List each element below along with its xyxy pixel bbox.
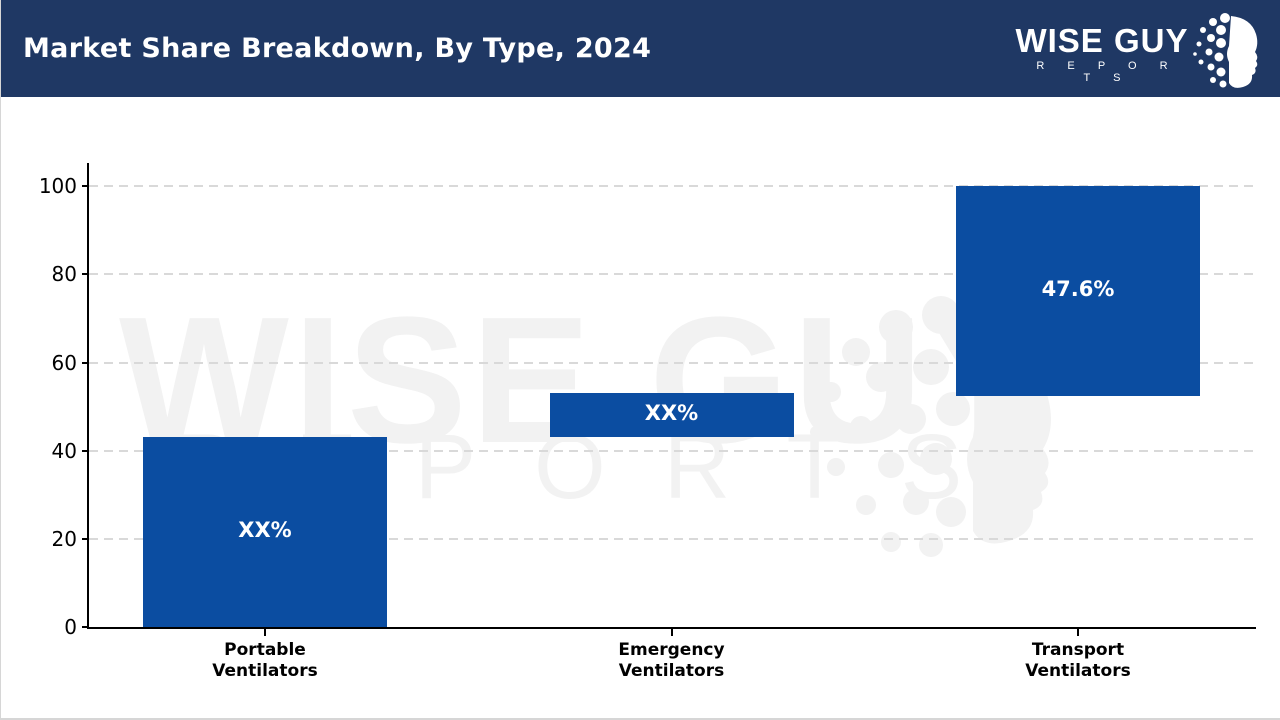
x-tick-mark-transport-ventilators (1077, 629, 1079, 636)
gridline-40 (89, 449, 1256, 452)
y-tick-mark-80 (82, 273, 89, 276)
gridline-60 (89, 361, 1256, 364)
y-axis-label-80: 80 (51, 262, 77, 287)
brand-subtitle: R E P O R T S (1036, 60, 1178, 84)
x-label-line: Ventilators (618, 661, 725, 681)
y-axis-label-60: 60 (51, 350, 77, 375)
gridline-80 (89, 273, 1256, 276)
x-label-line: Portable (224, 640, 306, 660)
bar-transport-ventilators (956, 186, 1200, 397)
x-axis-label-portable-ventilators: Portable Ventilators (155, 640, 375, 682)
y-tick-mark-20 (82, 537, 89, 540)
y-axis-label-40: 40 (51, 438, 77, 463)
y-axis-line (87, 163, 89, 627)
y-tick-mark-60 (82, 361, 89, 364)
x-label-line: Ventilators (212, 661, 318, 681)
header-bar: Market Share Breakdown, By Type, 2024 WI… (1, 0, 1280, 97)
plot-layer: 0 20 40 60 80 100 XX% Portable Ventilators XX% Eme… (1, 97, 1280, 718)
y-axis-label-0: 0 (64, 615, 77, 639)
gridline-20 (89, 537, 1256, 540)
page-title: Market Share Breakdown, By Type, 2024 (23, 33, 652, 64)
y-axis-label-100: 100 (38, 174, 77, 199)
bar-portable-ventilators (143, 437, 387, 627)
x-tick-mark-emergency-ventilators (670, 629, 673, 636)
chart-area: WISE GUY REPORTS 0 20 40 60 80 100 XX% Portable… (1, 97, 1280, 718)
y-tick-mark-100 (82, 185, 89, 188)
y-tick-mark-40 (82, 449, 89, 452)
bar-value-label-emergency-ventilators: XX% (644, 401, 699, 426)
x-label-line: Emergency (618, 640, 725, 660)
y-tick-mark-0 (82, 626, 89, 628)
dotted-face-icon (1193, 13, 1258, 88)
x-label-line: Transport (1031, 640, 1125, 660)
brand-name: WISE GUY (1015, 22, 1189, 59)
brand-logo-text: WISE GUY R E P O R T S (1013, 22, 1191, 85)
x-axis-line (87, 627, 1256, 629)
gridline-100 (89, 185, 1256, 188)
y-axis-label-20: 20 (51, 526, 77, 551)
x-tick-mark-portable-ventilators (264, 629, 266, 636)
bar-value-label-portable-ventilators: XX% (238, 518, 292, 543)
bar-emergency-ventilators (549, 393, 794, 438)
x-axis-label-emergency-ventilators: Emergency Ventilators (562, 640, 782, 682)
x-label-line: Ventilators (1025, 661, 1131, 681)
bar-value-label-transport-ventilators: 47.6% (1041, 277, 1115, 302)
brand-logo: WISE GUY R E P O R T S (1013, 8, 1263, 90)
x-axis-label-transport-ventilators: Transport Ventilators (968, 640, 1188, 682)
